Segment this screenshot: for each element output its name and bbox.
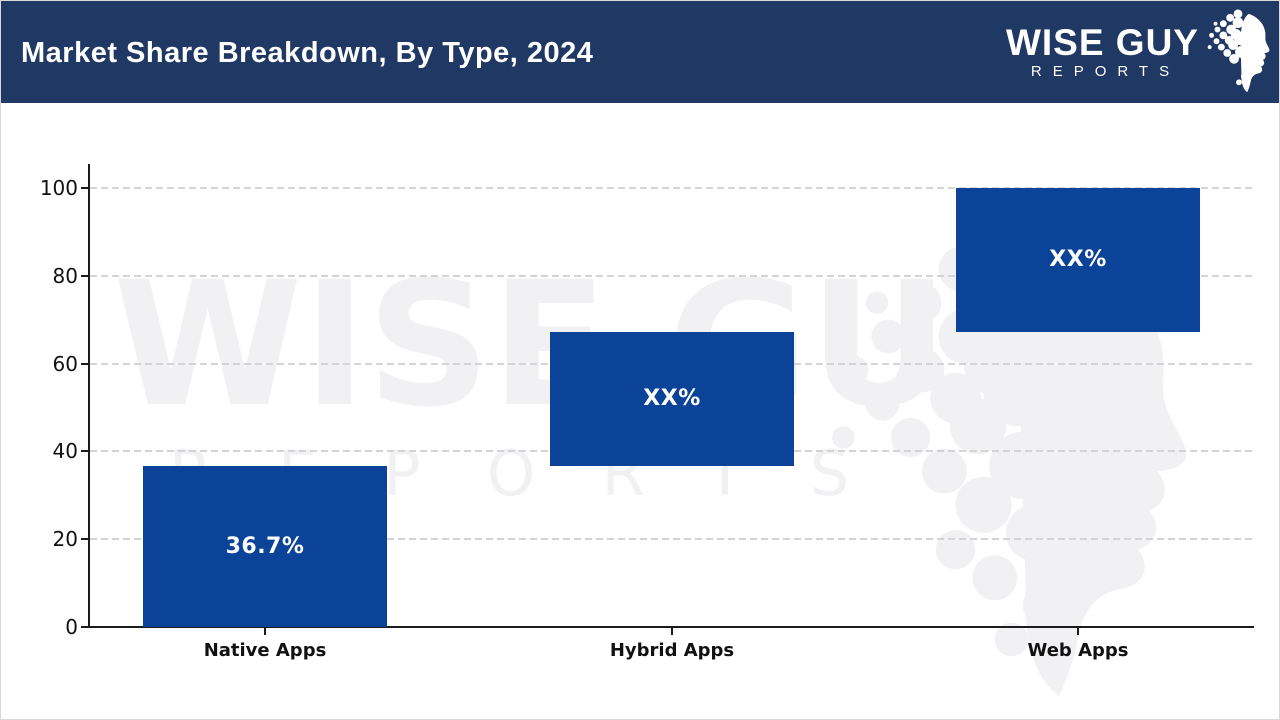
logo-wiseguy-label: WISE GUY [1005, 22, 1199, 64]
wiseguy-logo: WISE GUY REPORTS [1006, 7, 1273, 97]
y-tick-mark [81, 626, 88, 628]
header-bar: Market Share Breakdown, By Type, 2024 WI… [1, 1, 1279, 103]
logo-face-icon [1207, 9, 1270, 93]
x-tick-mark [1077, 628, 1079, 635]
bar-value-label: XX% [1049, 247, 1107, 273]
gridline [90, 187, 1254, 189]
y-tick-mark [81, 274, 88, 277]
y-tick-mark [81, 187, 88, 189]
logo-reports-label: REPORTS [1030, 62, 1181, 80]
y-tick-mark [81, 538, 88, 541]
x-tick-mark [264, 628, 266, 635]
bar-value-label: 36.7% [225, 533, 305, 559]
y-tick-label: 20 [52, 527, 78, 552]
bar: XX% [956, 188, 1200, 332]
logo-text: WISE GUY REPORTS [1005, 22, 1199, 80]
page-title: Market Share Breakdown, By Type, 2024 [21, 37, 594, 69]
bar: XX% [550, 331, 794, 466]
bar-value-label: XX% [643, 386, 701, 412]
x-axis-line [88, 626, 1254, 628]
y-tick-label: 0 [65, 615, 78, 639]
bar: 36.7% [143, 465, 387, 627]
gridline [90, 274, 1254, 277]
x-tick-mark [671, 628, 673, 635]
y-tick-mark [81, 362, 88, 365]
y-tick-mark [81, 450, 88, 453]
x-category-label: Native Apps [203, 640, 327, 661]
x-category-label: Web Apps [1027, 640, 1129, 661]
gridline [90, 538, 1254, 541]
x-category-label: Hybrid Apps [609, 640, 735, 661]
y-axis-line [88, 164, 90, 628]
y-tick-label: 80 [52, 263, 78, 288]
y-tick-label: 100 [39, 176, 78, 200]
y-tick-label: 60 [52, 351, 78, 376]
y-tick-label: 40 [52, 439, 78, 464]
